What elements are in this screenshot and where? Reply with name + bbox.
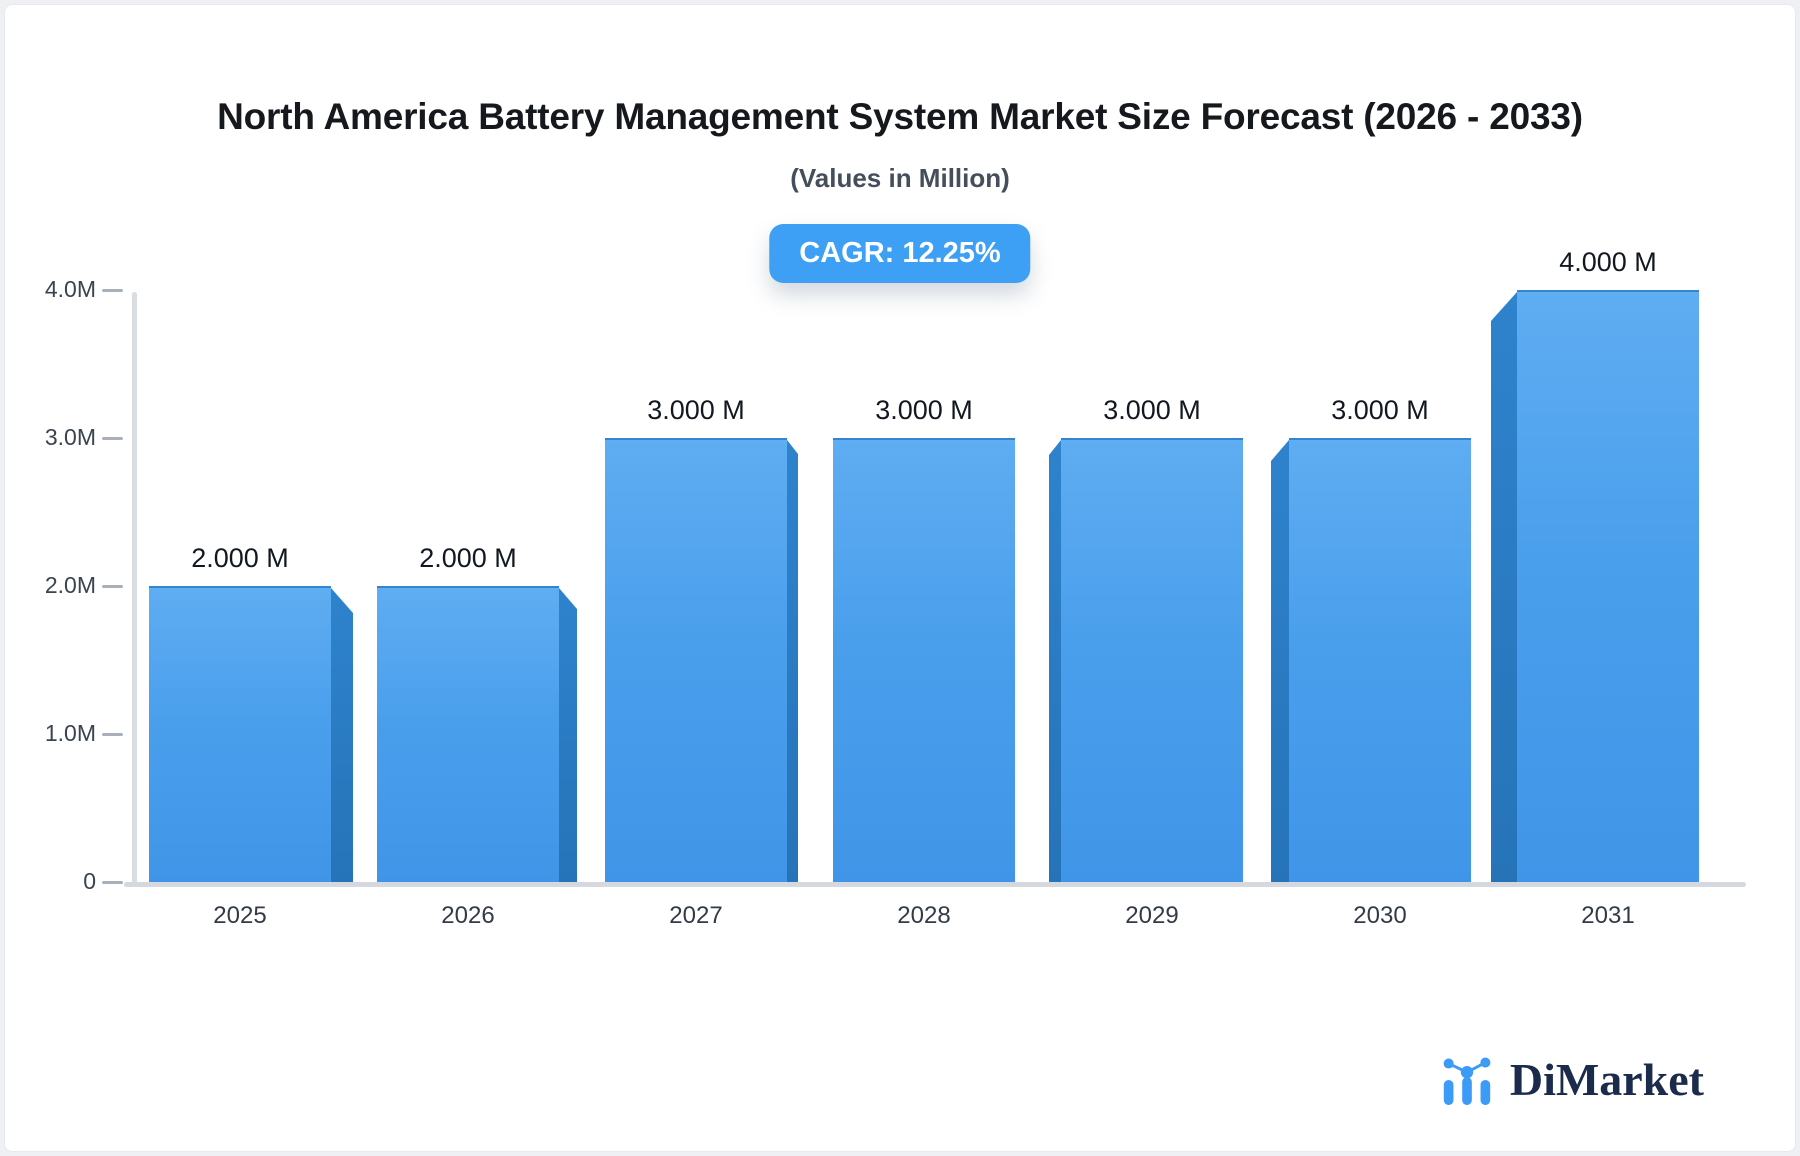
- x-axis-label-2026: 2026: [441, 902, 495, 929]
- bar-slot-2031: 4.000 M: [1491, 247, 1722, 882]
- bars-container: 2.000 M 2.000 M 3.000 M 3.000 M 3.000 M 3.000…: [126, 247, 1722, 882]
- bar-3d-side: [1271, 440, 1289, 882]
- x-axis-label-2028: 2028: [897, 902, 951, 929]
- x-axis-line: [124, 882, 1746, 887]
- bar-3d-side: [787, 440, 798, 882]
- bar-value-label-2028: 3.000 M: [875, 395, 973, 425]
- bar-slot-2029: 3.000 M: [1038, 395, 1266, 882]
- bar-2027[interactable]: [605, 438, 798, 882]
- cagr-badge: CAGR: 12.25%: [769, 224, 1031, 283]
- bar-2026[interactable]: [377, 586, 577, 882]
- y-tick-mark: [102, 733, 123, 736]
- bar-value-label-2027: 3.000 M: [647, 395, 745, 425]
- bar-slot-2030: 3.000 M: [1266, 395, 1494, 882]
- bar-2031[interactable]: [1491, 290, 1699, 882]
- y-tick-mark: [102, 881, 123, 884]
- bar-value-label-2029: 3.000 M: [1103, 395, 1201, 425]
- brand-logo: DiMarket: [1438, 1050, 1704, 1108]
- chart-subtitle: (Values in Million): [790, 163, 1010, 193]
- x-axis-label-2029: 2029: [1125, 902, 1179, 929]
- bar-slot-2027: 3.000 M: [582, 395, 810, 882]
- bar-value-label-2031: 4.000 M: [1559, 247, 1657, 277]
- y-tick-mark: [102, 585, 123, 588]
- y-tick-mark: [102, 289, 123, 292]
- chart-title: North America Battery Management System …: [217, 96, 1583, 137]
- bar-slot-2026: 2.000 M: [354, 543, 582, 882]
- y-tick-label: 2.0M: [44, 572, 96, 598]
- bar-value-label-2030: 3.000 M: [1331, 395, 1429, 425]
- bar-2025[interactable]: [149, 586, 353, 882]
- cagr-badge-label: CAGR: 12.25%: [799, 237, 1001, 269]
- bar-3d-side: [1491, 292, 1517, 882]
- bar-line-chart-logo-icon: [1443, 1057, 1491, 1106]
- bar-3d-side: [1049, 440, 1061, 882]
- brand-name: DiMarket: [1509, 1053, 1704, 1105]
- bar-3d-side: [559, 588, 577, 882]
- bar-slot-2028: 3.000 M: [810, 395, 1038, 882]
- bar-value-label-2026: 2.000 M: [419, 543, 517, 573]
- x-axis-label-2025: 2025: [213, 902, 267, 929]
- bar-value-label-2025: 2.000 M: [191, 543, 289, 573]
- y-tick-label: 3.0M: [44, 424, 96, 450]
- bar-slot-2025: 2.000 M: [126, 543, 354, 882]
- bar-2030[interactable]: [1271, 438, 1471, 882]
- y-tick-label: 4.0M: [44, 276, 96, 302]
- y-tick-mark: [102, 437, 123, 440]
- bar-2028[interactable]: [833, 438, 1015, 882]
- x-axis-label-2030: 2030: [1353, 902, 1407, 929]
- y-tick-label: 1.0M: [44, 720, 96, 746]
- bar-3d-side: [331, 588, 353, 882]
- x-axis-label-2027: 2027: [669, 902, 723, 929]
- y-tick-label: 0: [83, 868, 96, 894]
- bar-2029[interactable]: [1049, 438, 1243, 882]
- x-axis-label-2031: 2031: [1581, 902, 1635, 929]
- y-axis-line: [132, 292, 137, 884]
